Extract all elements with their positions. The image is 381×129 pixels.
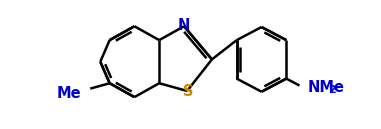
Text: NMe: NMe — [308, 80, 345, 95]
Text: S: S — [182, 84, 193, 99]
Text: 2: 2 — [328, 85, 336, 95]
Text: N: N — [178, 18, 190, 33]
Text: Me: Me — [57, 86, 82, 101]
